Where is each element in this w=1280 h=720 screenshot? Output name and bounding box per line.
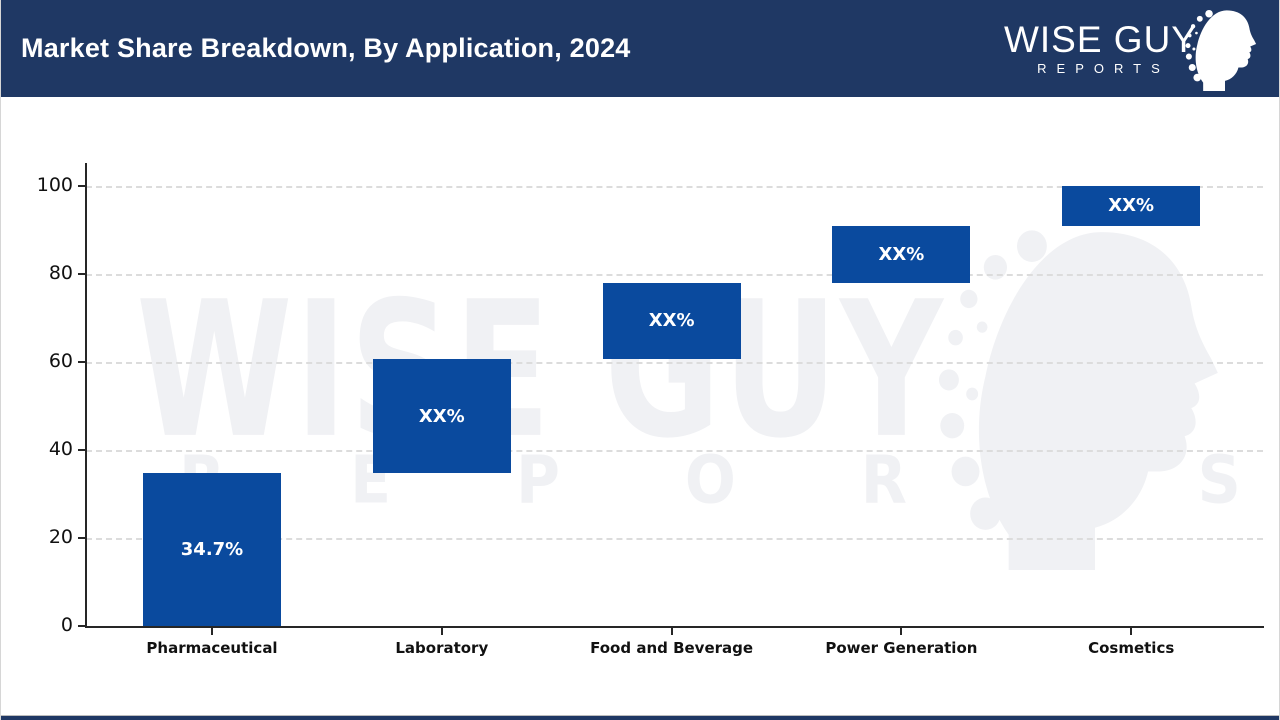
gridline-y-40 — [86, 450, 1263, 452]
x-tick-label: Food and Beverage — [590, 639, 754, 657]
y-tick-label: 60 — [48, 350, 73, 372]
y-tick-mark — [78, 273, 85, 275]
bottom-hairline — [1, 715, 1279, 716]
head-profile-icon — [1185, 9, 1257, 91]
y-axis-line — [85, 163, 87, 628]
y-tick-mark — [78, 625, 85, 627]
brand-logo-text: WISE GUY REPORTS — [1004, 21, 1197, 76]
bar-value-label: XX% — [418, 405, 465, 427]
gridline-y-60 — [86, 362, 1263, 364]
x-tick-mark — [900, 628, 903, 635]
bar-laboratory: XX% — [372, 358, 511, 474]
header-bar: Market Share Breakdown, By Application, … — [1, 0, 1279, 97]
x-tick-mark — [1130, 628, 1133, 635]
bar-value-label: XX% — [1108, 195, 1155, 217]
watermark-brand-name: WISE GUY — [136, 262, 945, 480]
x-tick-mark — [670, 628, 673, 635]
page-title: Market Share Breakdown, By Application, … — [21, 33, 631, 63]
bar-food-and-beverage: XX% — [602, 282, 741, 359]
y-tick-label: 0 — [60, 614, 73, 636]
bar-value-label: 34.7% — [180, 539, 244, 561]
y-tick-label: 100 — [36, 174, 73, 196]
x-tick-label: Power Generation — [825, 639, 978, 657]
gridline-y-20 — [86, 538, 1263, 540]
x-tick-label: Laboratory — [395, 639, 489, 657]
gridline-y-100 — [86, 186, 1263, 188]
y-tick-label: 80 — [48, 262, 73, 284]
bar-power-generation: XX% — [832, 225, 971, 283]
bottom-navy-strip — [1, 716, 1279, 720]
x-tick-mark — [211, 628, 213, 635]
brand-subname: REPORTS — [1037, 61, 1170, 76]
y-tick-mark — [78, 537, 85, 539]
bar-pharmaceutical: 34.7% — [143, 473, 281, 626]
bar-cosmetics: XX% — [1062, 186, 1201, 226]
chart-plot-area: 0 20 40 60 80 100 34.7% Pharmaceutical XX% Labora… — [1, 97, 1279, 716]
watermark-head-profile-icon — [938, 230, 1218, 570]
y-tick-label: 40 — [48, 438, 73, 460]
bar-value-label: XX% — [648, 310, 695, 332]
brand-name: WISE GUY — [1003, 19, 1197, 60]
x-tick-label: Cosmetics — [1088, 639, 1175, 657]
y-tick-mark — [78, 185, 85, 187]
y-tick-mark — [78, 361, 85, 363]
bar-value-label: XX% — [878, 243, 925, 265]
gridline-y-80 — [86, 274, 1263, 276]
y-tick-label: 20 — [48, 526, 73, 548]
x-tick-mark — [440, 628, 443, 635]
x-axis-line — [85, 626, 1264, 628]
brand-logo: WISE GUY REPORTS — [1004, 0, 1267, 97]
x-tick-label: Pharmaceutical — [146, 639, 278, 657]
y-tick-mark — [78, 449, 85, 451]
